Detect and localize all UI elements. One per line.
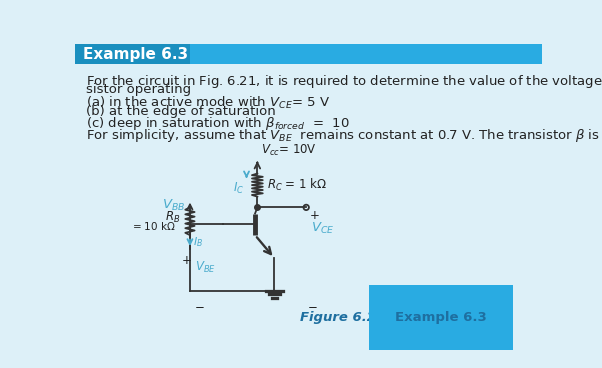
Text: (c) deep in saturation with $\beta_{forced}$  =  10: (c) deep in saturation with $\beta_{forc…: [86, 115, 350, 132]
Text: $I_B$: $I_B$: [193, 235, 203, 249]
Text: +: +: [182, 254, 192, 268]
Text: = 10 k$\Omega$: = 10 k$\Omega$: [132, 220, 176, 232]
Text: $R_B$: $R_B$: [166, 210, 181, 225]
Text: sistor operating: sistor operating: [86, 84, 191, 96]
Text: $V_{cc}$= 10V: $V_{cc}$= 10V: [261, 143, 317, 158]
FancyBboxPatch shape: [75, 44, 190, 64]
Text: For simplicity, assume that $V_{BE}$  remains constant at 0.7 V. The transistor : For simplicity, assume that $V_{BE}$ rem…: [86, 127, 602, 144]
Text: Example 6.3: Example 6.3: [396, 311, 487, 324]
Text: $R_C$ = 1 k$\Omega$: $R_C$ = 1 k$\Omega$: [267, 177, 327, 193]
Text: $V_{CE}$: $V_{CE}$: [311, 221, 334, 236]
Text: (b) at the edge of saturation: (b) at the edge of saturation: [86, 105, 276, 118]
FancyBboxPatch shape: [190, 44, 542, 64]
Text: For the circuit in Fig. 6.21, it is required to determine the value of the volta: For the circuit in Fig. 6.21, it is requ…: [86, 74, 602, 91]
Text: Example 6.3: Example 6.3: [83, 47, 188, 62]
Text: (a) in the active mode with $V_{CE}$= 5 V: (a) in the active mode with $V_{CE}$= 5 …: [86, 95, 330, 111]
Text: $V_{BE}$: $V_{BE}$: [194, 260, 216, 275]
Text: $I_C$: $I_C$: [233, 181, 244, 196]
Text: +: +: [309, 209, 319, 222]
Text: $V_{BB}$: $V_{BB}$: [162, 198, 185, 213]
Text: −: −: [194, 301, 205, 314]
Text: Figure 6.21  Circuit for: Figure 6.21 Circuit for: [300, 311, 474, 324]
Text: −: −: [308, 301, 318, 314]
